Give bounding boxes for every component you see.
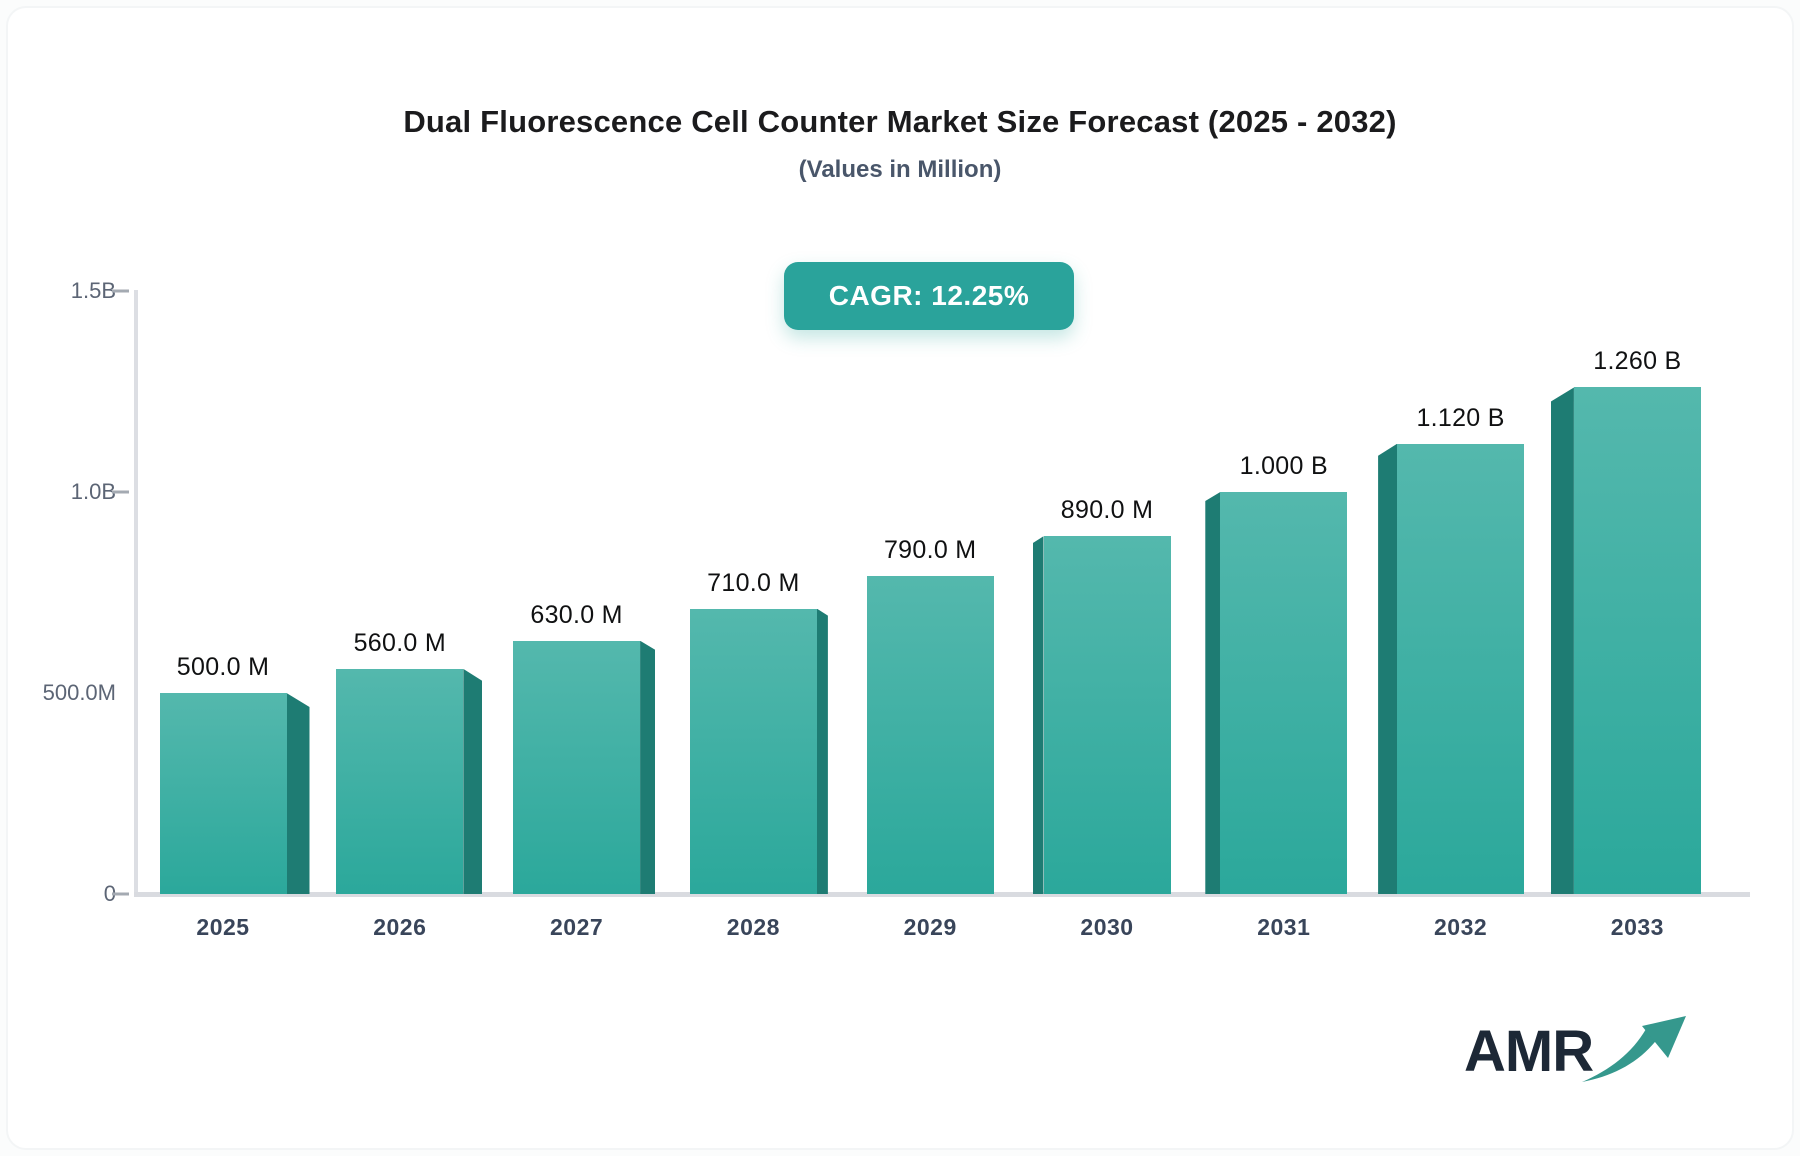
x-axis-label: 2032 xyxy=(1434,914,1488,940)
bar-2026 xyxy=(336,668,464,894)
y-axis-line xyxy=(134,290,138,896)
logo-growth-arrow-icon xyxy=(1582,1016,1686,1082)
x-axis-label: 2030 xyxy=(1080,914,1134,940)
y-axis-label: 1.5B xyxy=(70,278,116,303)
bar-side-face xyxy=(463,668,483,894)
bar-2029 xyxy=(866,576,994,894)
y-axis-label: 0 xyxy=(103,881,116,906)
bar-side-face xyxy=(1378,443,1398,894)
bar-2031 xyxy=(1220,492,1348,894)
bar-2032 xyxy=(1397,443,1525,894)
bar-value-label: 1.260 B xyxy=(1593,347,1682,376)
bar-value-label: 1.120 B xyxy=(1416,403,1505,432)
bar-value-label: 560.0 M xyxy=(353,628,447,657)
x-axis-label: 2026 xyxy=(373,914,427,940)
chart-card: Dual Fluorescence Cell Counter Market Si… xyxy=(6,6,1794,1150)
bar-value-label: 710.0 M xyxy=(707,568,800,597)
bar-value-label: 790.0 M xyxy=(883,536,977,565)
chart-title: Dual Fluorescence Cell Counter Market Si… xyxy=(403,104,1397,139)
x-axis-line xyxy=(134,892,1750,897)
y-axis-tick xyxy=(112,490,129,494)
x-axis-label: 2027 xyxy=(550,914,604,940)
bar-side-face xyxy=(640,640,656,894)
amr-logo-text: AMR xyxy=(1464,1019,1594,1084)
bar-2033 xyxy=(1573,387,1701,894)
x-axis-label: 2029 xyxy=(903,914,957,940)
bar-chart-plot: 1.5B 1.0B 500.0M 0 500.0 M 560.0 M 630.0 M 710… xyxy=(8,8,1792,1148)
bar-value-label: 630.0 M xyxy=(530,600,623,629)
bar-2027 xyxy=(513,640,641,894)
cagr-badge: CAGR: 12.25% xyxy=(784,262,1074,330)
bar-side-face xyxy=(816,608,828,894)
y-axis-label: 500.0M xyxy=(42,680,116,705)
x-axis-label: 2033 xyxy=(1610,914,1664,940)
bar-value-label: 1.000 B xyxy=(1239,452,1328,480)
y-axis-tick xyxy=(112,892,129,896)
bar-2025 xyxy=(159,693,287,894)
bar-side-face xyxy=(1550,387,1574,894)
amr-logo: AMR xyxy=(1464,1014,1694,1094)
bar-value-label: 890.0 M xyxy=(1060,496,1154,525)
x-axis-label: 2025 xyxy=(196,914,250,940)
cagr-badge-label: CAGR: 12.25% xyxy=(828,280,1030,311)
bar-value-label: 500.0 M xyxy=(176,653,270,681)
bar-2030 xyxy=(1043,536,1171,894)
bar-side-face xyxy=(1205,492,1221,894)
chart-subtitle: (Values in Million) xyxy=(798,156,1002,183)
y-axis-tick xyxy=(112,289,129,293)
bar-side-face xyxy=(1032,536,1044,894)
bar-side-face xyxy=(286,693,310,894)
x-axis-label: 2028 xyxy=(726,914,780,940)
y-axis-label: 1.0B xyxy=(70,479,116,504)
x-axis-label: 2031 xyxy=(1257,914,1311,940)
bar-2028 xyxy=(689,608,817,894)
